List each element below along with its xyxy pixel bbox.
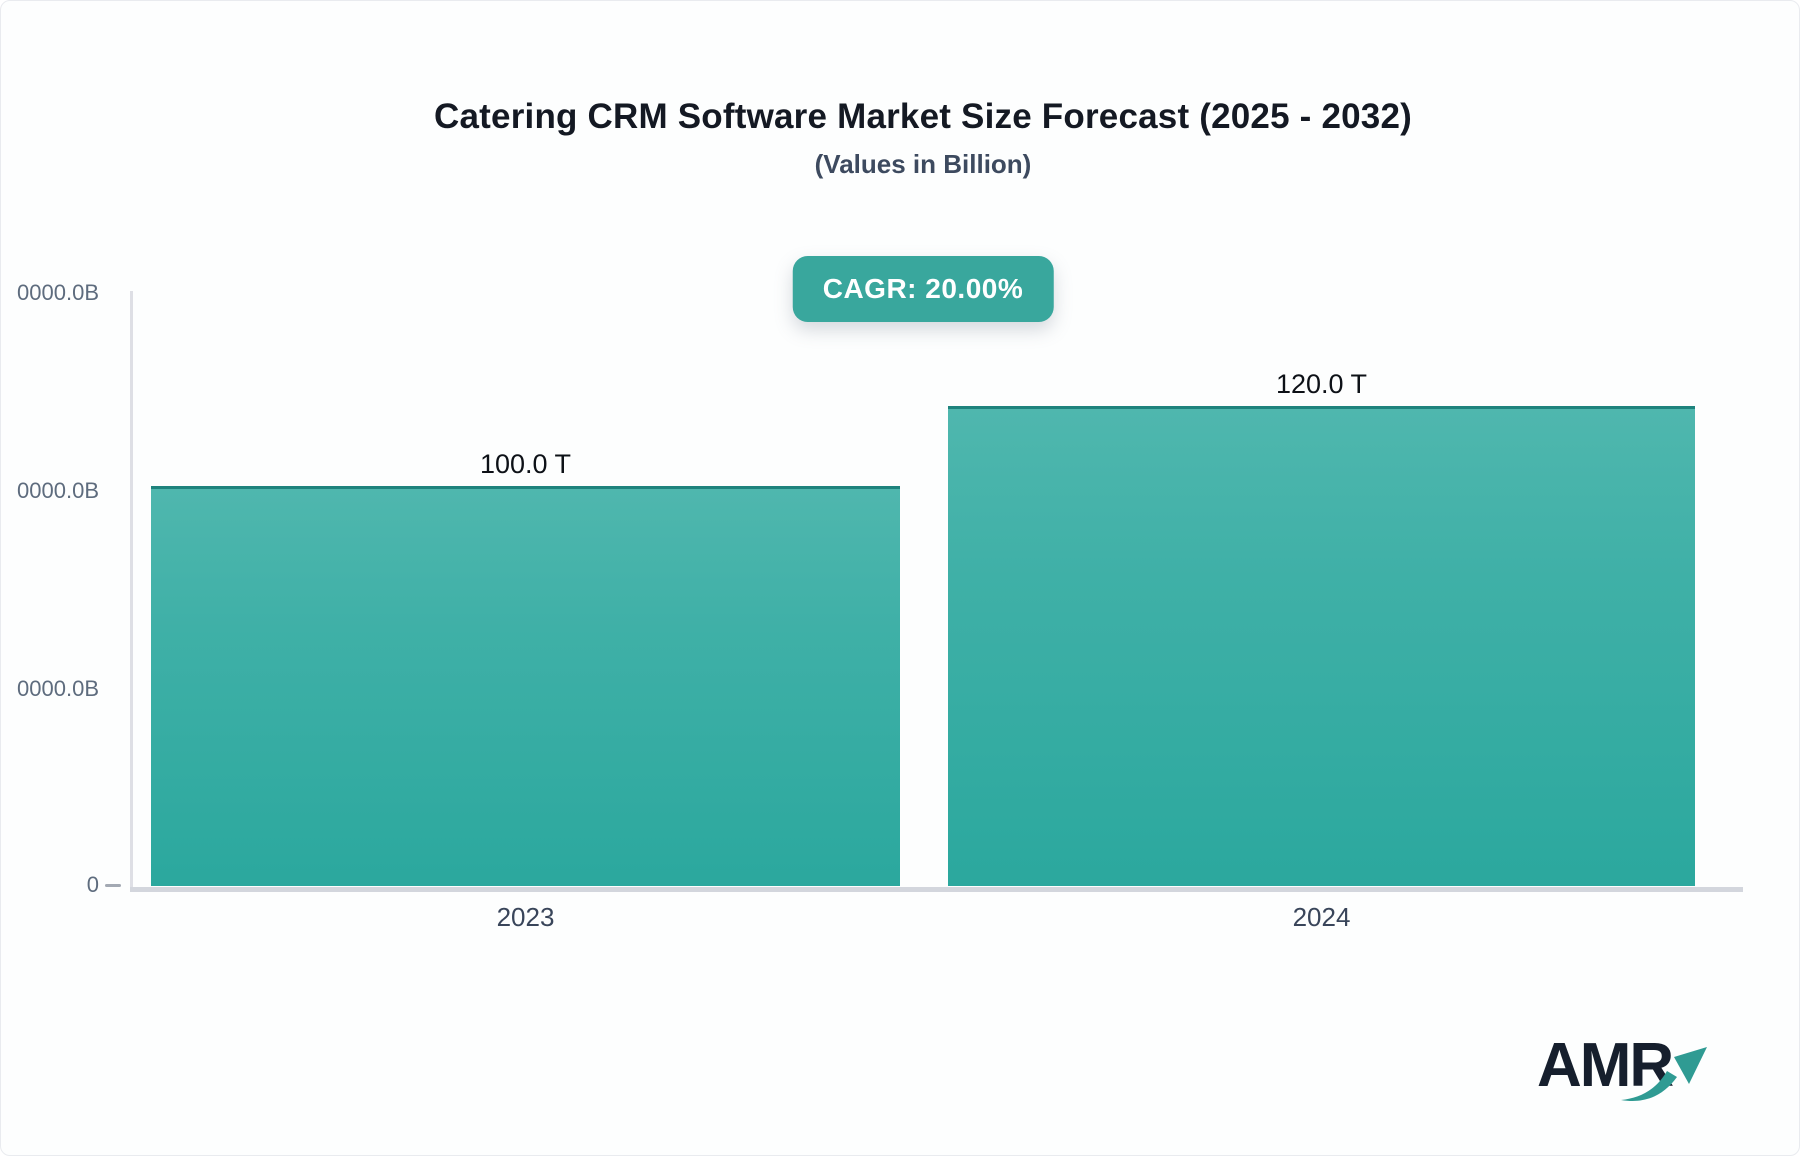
zero-tick-mark	[105, 884, 121, 887]
bar-2024: 120.0 T 2024	[948, 369, 1695, 932]
y-axis-tick-label: 0000.0B	[17, 676, 99, 701]
y-axis-tick-label: 0	[86, 872, 99, 897]
amr-logo: AMR	[1537, 1033, 1727, 1117]
y-axis-line	[130, 291, 133, 887]
amr-logo-text: AMR	[1537, 1031, 1674, 1100]
x-axis-line	[130, 887, 1743, 892]
y-axis-tick-label: 0000.0B	[17, 478, 99, 503]
chart-subtitle: (Values in Billion)	[814, 149, 1032, 179]
bar-2023: 100.0 T 2023	[151, 449, 900, 932]
chart-title: Catering CRM Software Market Size Foreca…	[434, 97, 1412, 136]
growth-arrow-icon	[1621, 1047, 1707, 1102]
bar-2024-fill	[948, 406, 1695, 886]
x-axis-label-2024: 2024	[1292, 902, 1351, 932]
y-axis-tick-label: 0000.0B	[17, 280, 99, 305]
bar-2023-fill	[151, 486, 900, 886]
cagr-badge: CAGR: 20.00%	[792, 256, 1054, 322]
x-axis-label-2023: 2023	[496, 902, 555, 932]
bar-2023-value-label: 100.0 T	[479, 449, 572, 479]
bar-2024-value-label: 120.0 T	[1275, 369, 1368, 399]
